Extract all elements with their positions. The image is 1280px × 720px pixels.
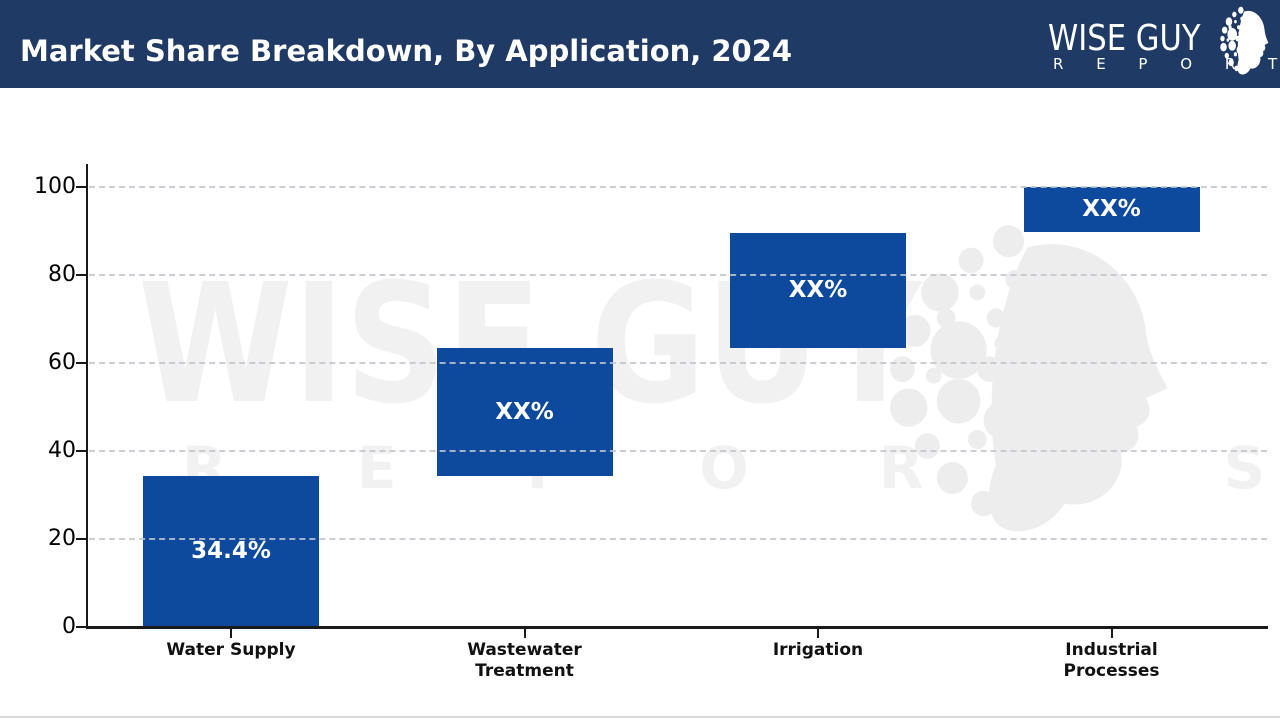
- x-tick-mark: [230, 629, 232, 638]
- y-tick-label: 100: [34, 174, 76, 199]
- bar-wastewater-treatment: [436, 348, 613, 476]
- gridline-y20: [89, 538, 1267, 540]
- y-tick-label: 0: [62, 614, 76, 639]
- y-tick-mark: [76, 450, 86, 452]
- y-tick-mark: [76, 274, 86, 276]
- bar-value-label: 34.4%: [191, 538, 271, 565]
- bar-value-label: XX%: [495, 398, 554, 425]
- y-tick-label: 80: [48, 262, 76, 287]
- y-axis-line: [86, 164, 88, 629]
- logo-subtext: R E P O R T S: [1053, 55, 1280, 73]
- bar-industrial-processes: [1023, 187, 1200, 232]
- x-tick-mark: [1110, 629, 1113, 638]
- bar-value-label: XX%: [788, 277, 848, 304]
- y-tick-label: 60: [48, 350, 76, 375]
- bar-water-supply: [143, 475, 319, 627]
- x-category-label: Industrial Processes: [1063, 640, 1160, 681]
- gridline-y60: [89, 362, 1267, 364]
- bottom-border-line: [0, 716, 1280, 718]
- bar-irrigation: [730, 233, 906, 348]
- x-tick-mark: [817, 629, 819, 638]
- x-tick-mark: [523, 629, 526, 638]
- y-tick-mark: [76, 362, 86, 364]
- gridline-y80: [89, 274, 1267, 276]
- x-category-label: Irrigation: [772, 640, 864, 660]
- y-tick-mark: [76, 186, 86, 188]
- gridline-y100: [89, 186, 1267, 188]
- logo-wordmark: WISE GUY: [1048, 18, 1201, 59]
- x-axis-line: [86, 626, 1268, 629]
- header-band: Market Share Breakdown, By Application, …: [0, 0, 1280, 88]
- y-tick-label: 20: [48, 526, 76, 551]
- page-title: Market Share Breakdown, By Application, …: [20, 34, 793, 68]
- x-category-label: Wastewater Treatment: [467, 640, 582, 681]
- y-tick-label: 40: [48, 438, 76, 463]
- y-tick-mark: [76, 626, 86, 628]
- y-tick-mark: [76, 538, 86, 540]
- wise-guy-face-icon: [1216, 6, 1270, 84]
- gridline-y40: [89, 450, 1267, 452]
- bar-value-label: XX%: [1082, 196, 1141, 223]
- x-category-label: Water Supply: [166, 640, 296, 660]
